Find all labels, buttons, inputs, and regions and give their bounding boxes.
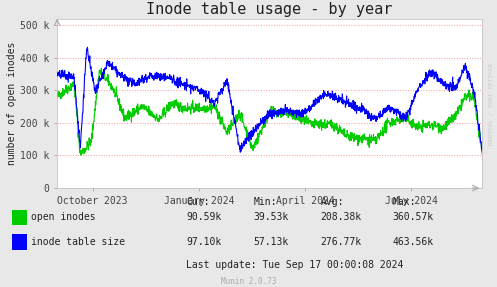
Text: Cur:: Cur: — [186, 197, 210, 207]
Text: Last update: Tue Sep 17 00:00:08 2024: Last update: Tue Sep 17 00:00:08 2024 — [186, 261, 404, 270]
Text: RRDTOOL / TOBI OETIKER: RRDTOOL / TOBI OETIKER — [489, 62, 494, 145]
Title: Inode table usage - by year: Inode table usage - by year — [147, 3, 393, 18]
Text: 463.56k: 463.56k — [393, 237, 434, 247]
Y-axis label: number of open inodes: number of open inodes — [7, 42, 17, 165]
Text: 39.53k: 39.53k — [253, 212, 289, 222]
Text: inode table size: inode table size — [31, 237, 125, 247]
Text: 208.38k: 208.38k — [321, 212, 362, 222]
Text: 90.59k: 90.59k — [186, 212, 222, 222]
Text: open inodes: open inodes — [31, 212, 95, 222]
Text: 276.77k: 276.77k — [321, 237, 362, 247]
Text: 360.57k: 360.57k — [393, 212, 434, 222]
Text: 97.10k: 97.10k — [186, 237, 222, 247]
Text: Munin 2.0.73: Munin 2.0.73 — [221, 277, 276, 286]
Text: Avg:: Avg: — [321, 197, 344, 207]
Text: Max:: Max: — [393, 197, 416, 207]
Text: 57.13k: 57.13k — [253, 237, 289, 247]
Text: Min:: Min: — [253, 197, 277, 207]
